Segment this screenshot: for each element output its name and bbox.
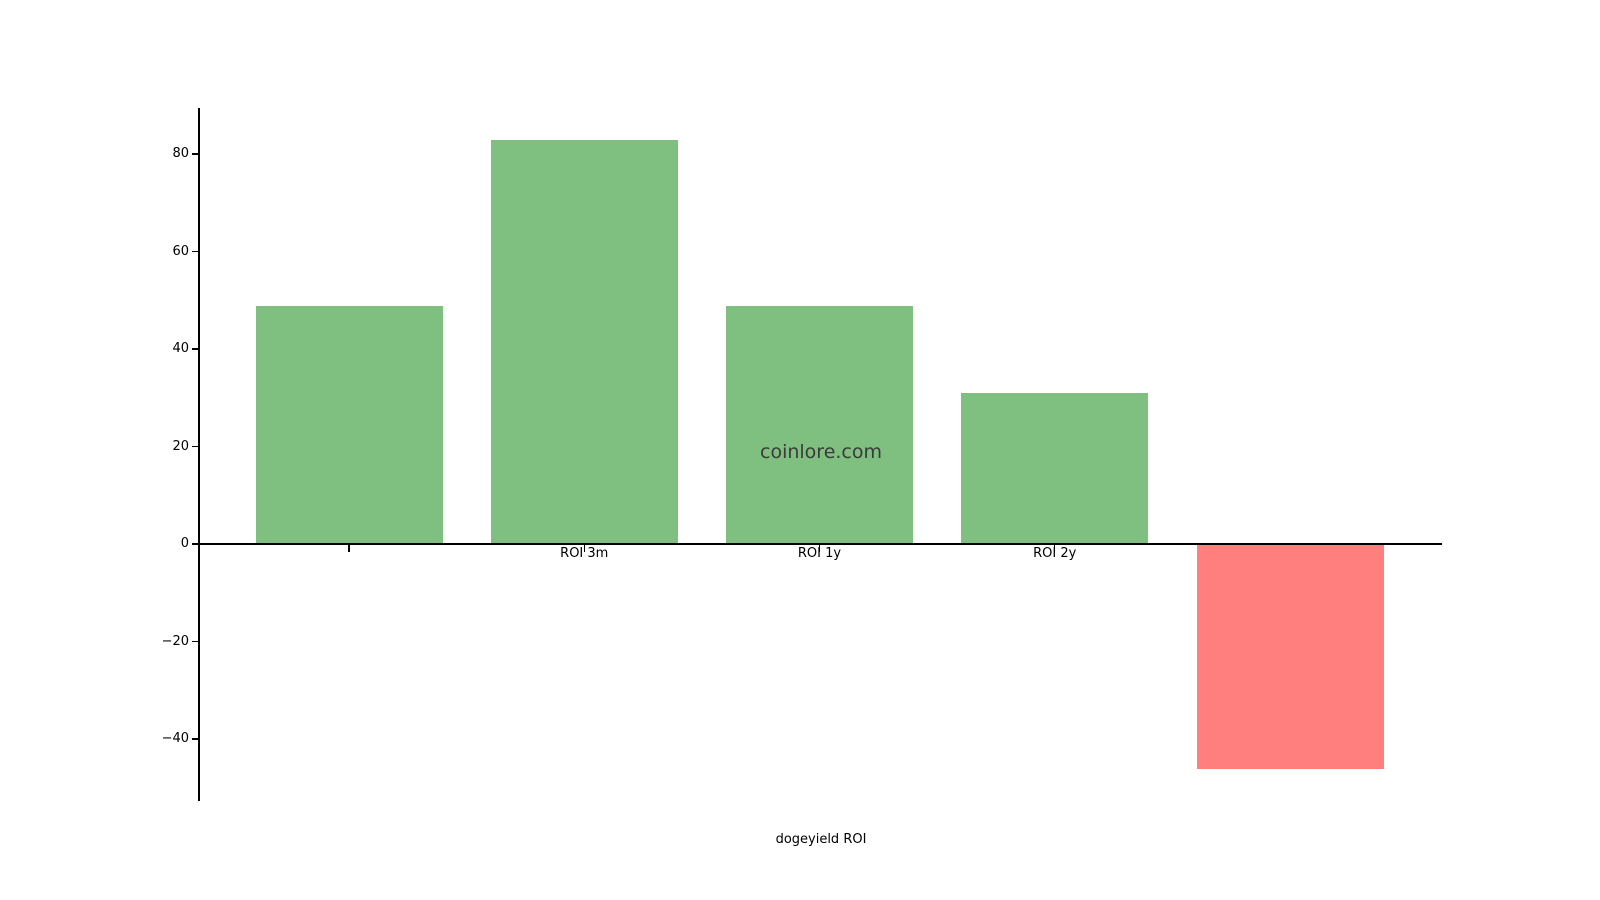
chart-title: dogeyield ROI [775, 832, 867, 847]
x-tick-mark [818, 544, 821, 552]
y-tick-label: 20 [172, 438, 189, 454]
x-axis-zero-line [199, 543, 1442, 545]
y-axis-line [198, 108, 200, 801]
x-tick-label: ROI 1y [797, 545, 842, 561]
bar-roi-2y [961, 392, 1149, 544]
bar-bar-5 [1196, 544, 1384, 770]
y-tick-mark [192, 640, 199, 643]
y-tick-label: 0 [180, 536, 189, 551]
y-tick-mark [192, 738, 199, 740]
y-tick-mark [192, 153, 199, 155]
y-tick-label: 60 [172, 243, 189, 259]
watermark-text: coinlore.com [760, 441, 882, 463]
x-tick-label: ROI 3m [560, 545, 609, 561]
y-tick-mark [192, 445, 199, 448]
y-tick-label: −40 [161, 731, 189, 746]
y-tick-label: 80 [172, 146, 189, 161]
bar-roi-3m [490, 139, 678, 544]
bar-roi-1y [726, 306, 913, 544]
y-tick-mark [192, 348, 199, 350]
y-tick-label: 40 [172, 341, 189, 356]
y-tick-mark [192, 543, 199, 545]
x-tick-mark [348, 544, 350, 552]
x-tick-label: ROI 2y [1033, 545, 1077, 561]
y-tick-label: −20 [161, 633, 189, 649]
x-tick-mark [1054, 544, 1056, 552]
x-tick-mark [583, 544, 585, 552]
bar-bar-1 [255, 306, 443, 544]
y-tick-mark [192, 250, 199, 253]
